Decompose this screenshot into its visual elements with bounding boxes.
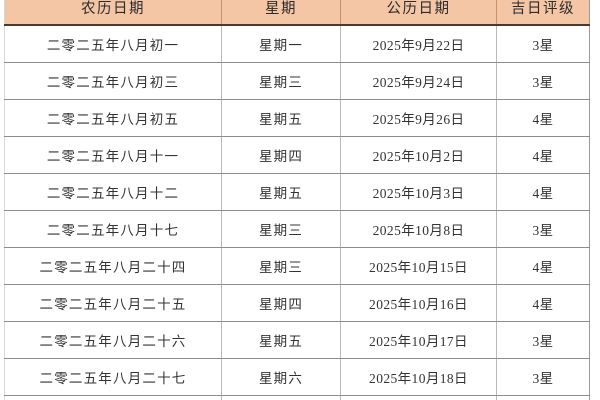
cell-weekday: 星期四 [221,284,341,322]
cell-lunar: 二零二五年八月十七 [4,210,222,248]
cell-weekday: 星期六 [221,358,341,396]
cell-rating: 3星 [496,210,590,248]
cell-lunar: 二零二五年八月二十四 [4,247,222,285]
cell-weekday: 星期三 [221,62,341,100]
cell-weekday: 星期日 [221,395,341,400]
cell-rating: 3星 [496,321,590,359]
column-header-weekday[interactable]: 星期 [221,0,341,26]
cell-rating: 4星 [496,247,590,285]
cell-solar: 2025年9月26日 [340,99,497,137]
table-row[interactable]: 二零二五年八月二十七 星期六 2025年10月18日 3星 [4,358,590,396]
table-header: 农历日期 星期 公历日期 吉日评级 [4,0,590,26]
lucky-day-table-container: 农历日期 星期 公历日期 吉日评级 二零二五年八月初一 星期一 2025年9月22日… [4,0,590,400]
cell-solar: 2025年10月15日 [340,247,497,285]
cell-lunar: 二零二五年八月初三 [4,62,222,100]
table-row[interactable]: 二零二五年八月十七 星期三 2025年10月8日 3星 [4,210,590,248]
column-header-lunar-date[interactable]: 农历日期 [4,0,222,26]
cell-solar: 2025年10月16日 [340,284,497,322]
cell-rating: 3星 [496,62,590,100]
lucky-day-table: 农历日期 星期 公历日期 吉日评级 二零二五年八月初一 星期一 2025年9月22日… [4,0,590,400]
cell-weekday: 星期一 [221,25,341,63]
cell-lunar: 二零二五年八月二十五 [4,284,222,322]
table-row[interactable]: 二零二五年八月二十八星期日2025年10月19日3星 [4,395,590,400]
table-row[interactable]: 二零二五年八月二十四 星期三 2025年10月15日 4星 [4,247,590,285]
cell-solar: 2025年10月3日 [340,173,497,211]
cell-rating: 3星 [496,358,590,396]
cell-rating: 4星 [496,136,590,174]
cell-weekday: 星期四 [221,136,341,174]
table-header-row: 农历日期 星期 公历日期 吉日评级 [4,0,590,26]
table-row[interactable]: 二零二五年八月二十六 星期五 2025年10月17日 3星 [4,321,590,359]
cell-solar: 2025年9月22日 [340,25,497,63]
column-header-lucky-rating[interactable]: 吉日评级 [496,0,590,26]
cell-solar: 2025年10月17日 [340,321,497,359]
cell-lunar: 二零二五年八月二十七 [4,358,222,396]
cell-rating: 3星 [496,395,590,400]
cell-lunar: 二零二五年八月二十八 [4,395,222,400]
cell-rating: 4星 [496,173,590,211]
cell-solar: 2025年9月24日 [340,62,497,100]
cell-weekday: 星期五 [221,99,341,137]
cell-rating: 3星 [496,25,590,63]
table-row[interactable]: 二零二五年八月二十五 星期四 2025年10月16日 4星 [4,284,590,322]
cell-lunar: 二零二五年八月十一 [4,136,222,174]
cell-solar: 2025年10月18日 [340,358,497,396]
cell-lunar: 二零二五年八月初一 [4,25,222,63]
table-row[interactable]: 二零二五年八月初一 星期一 2025年9月22日 3星 [4,25,590,63]
cell-weekday: 星期三 [221,210,341,248]
cell-solar: 2025年10月8日 [340,210,497,248]
table-row[interactable]: 二零二五年八月十一 星期四 2025年10月2日 4星 [4,136,590,174]
cell-lunar: 二零二五年八月初五 [4,99,222,137]
column-header-solar-date[interactable]: 公历日期 [340,0,497,26]
cell-weekday: 星期五 [221,173,341,211]
cell-lunar: 二零二五年八月十二 [4,173,222,211]
cell-solar: 2025年10月2日 [340,136,497,174]
cell-weekday: 星期五 [221,321,341,359]
cell-rating: 4星 [496,284,590,322]
cell-solar: 2025年10月19日 [340,395,497,400]
cell-rating: 4星 [496,99,590,137]
cell-lunar: 二零二五年八月二十六 [4,321,222,359]
cell-weekday: 星期三 [221,247,341,285]
table-row[interactable]: 二零二五年八月初三 星期三 2025年9月24日 3星 [4,62,590,100]
table-body: 二零二五年八月初一 星期一 2025年9月22日 3星 二零二五年八月初三 星期三 2025… [4,25,590,400]
table-row[interactable]: 二零二五年八月初五 星期五 2025年9月26日 4星 [4,99,590,137]
table-row[interactable]: 二零二五年八月十二 星期五 2025年10月3日 4星 [4,173,590,211]
